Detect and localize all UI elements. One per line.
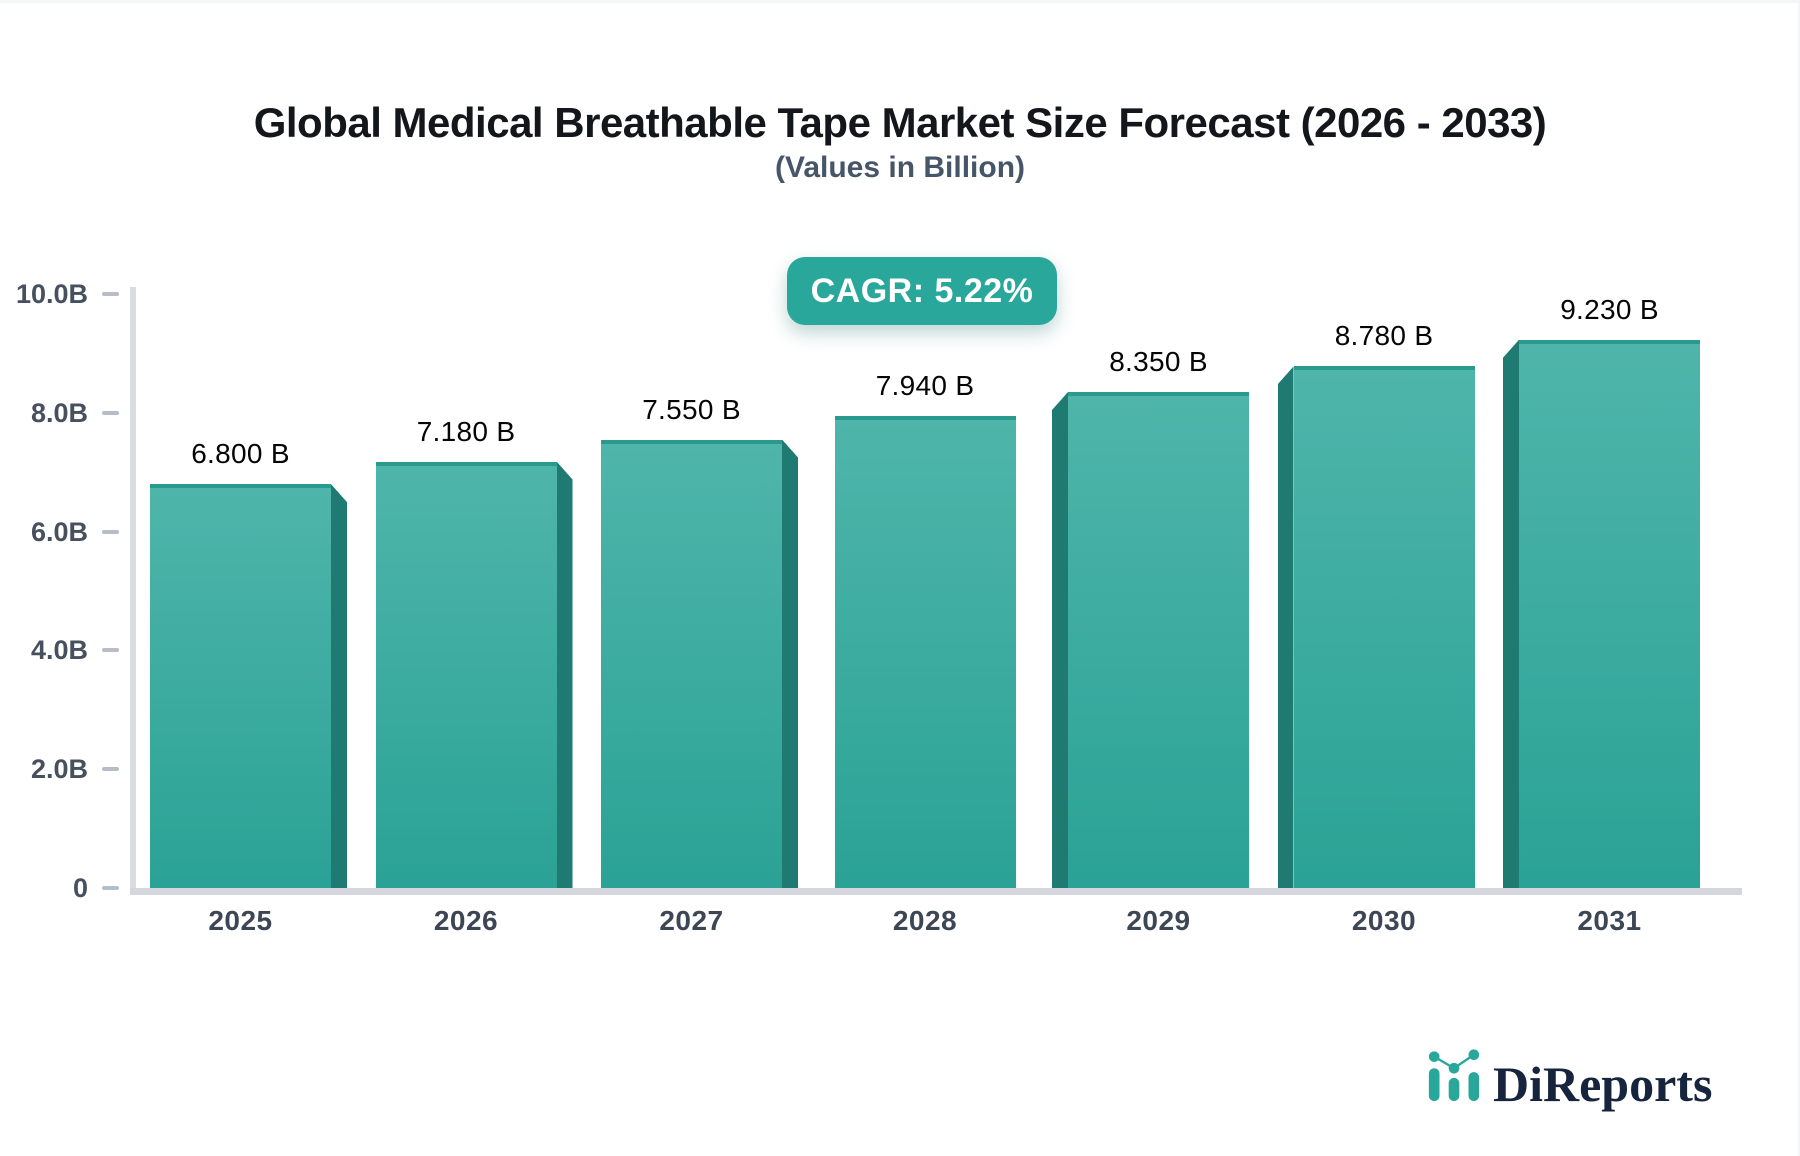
y-tick-mark — [102, 767, 119, 772]
chart-title: Global Medical Breathable Tape Market Si… — [253, 99, 1547, 146]
bar-value-label: 7.940 B — [875, 370, 975, 402]
y-tick-label: 2.0B — [30, 754, 88, 785]
bar-3d-side — [782, 439, 798, 888]
y-tick-label: 6.0B — [30, 516, 88, 547]
bar-3d-side — [556, 461, 573, 888]
bar-value-label: 9.230 B — [1560, 293, 1659, 325]
x-axis-label: 2030 — [1351, 905, 1417, 936]
x-axis-line — [130, 888, 1742, 895]
y-tick-label: 4.0B — [30, 635, 88, 666]
bar-value-label: 7.180 B — [416, 415, 516, 447]
y-tick-mark — [102, 648, 119, 653]
bar-value-label: 7.550 B — [642, 393, 741, 425]
bar-2028 — [834, 416, 1016, 888]
x-axis-label: 2029 — [1126, 905, 1191, 936]
brand-logo-text: DiReports — [1493, 1056, 1713, 1112]
bar-2025 — [150, 484, 331, 888]
bar-3d-side — [331, 484, 347, 888]
bar-2027 — [601, 439, 782, 888]
y-tick-mark — [102, 410, 119, 415]
x-axis-label: 2025 — [208, 905, 273, 936]
bar-value-label: 8.780 B — [1334, 320, 1434, 352]
x-axis-label: 2028 — [892, 905, 958, 936]
y-tick-label: 8.0B — [30, 397, 88, 428]
bar-2030 — [1293, 366, 1475, 888]
bar-value-label: 6.800 B — [191, 438, 290, 470]
bar-3d-side — [1277, 366, 1294, 888]
plot-area: 10.0B 8.0B 6.0B 4.0B 2.0B 0 6.800 B 7.180 B 7.5… — [0, 3, 1798, 1156]
y-tick-label: 10.0B — [15, 279, 88, 309]
bar-3d-side — [1052, 392, 1068, 888]
cagr-badge: CAGR: 5.22% — [787, 257, 1057, 325]
y-tick-mark — [102, 292, 119, 296]
bar-2031 — [1519, 339, 1700, 888]
chart-subtitle: (Values in Billion) — [774, 151, 1026, 184]
y-tick-mark — [102, 529, 119, 534]
x-axis-label: 2027 — [659, 905, 724, 936]
bar-chart-icon — [1428, 1049, 1480, 1102]
bar-2026 — [375, 461, 557, 888]
bar-value-label: 8.350 B — [1109, 346, 1208, 377]
bar-2029 — [1068, 392, 1249, 888]
x-axis-label: 2026 — [433, 905, 499, 936]
brand-logo: DiReports — [1425, 1045, 1712, 1109]
x-axis-label: 2031 — [1577, 905, 1642, 936]
y-tick-mark — [102, 886, 119, 890]
y-axis-line — [130, 287, 136, 895]
y-tick-label: 0 — [72, 873, 88, 903]
bar-3d-side — [1503, 339, 1519, 888]
